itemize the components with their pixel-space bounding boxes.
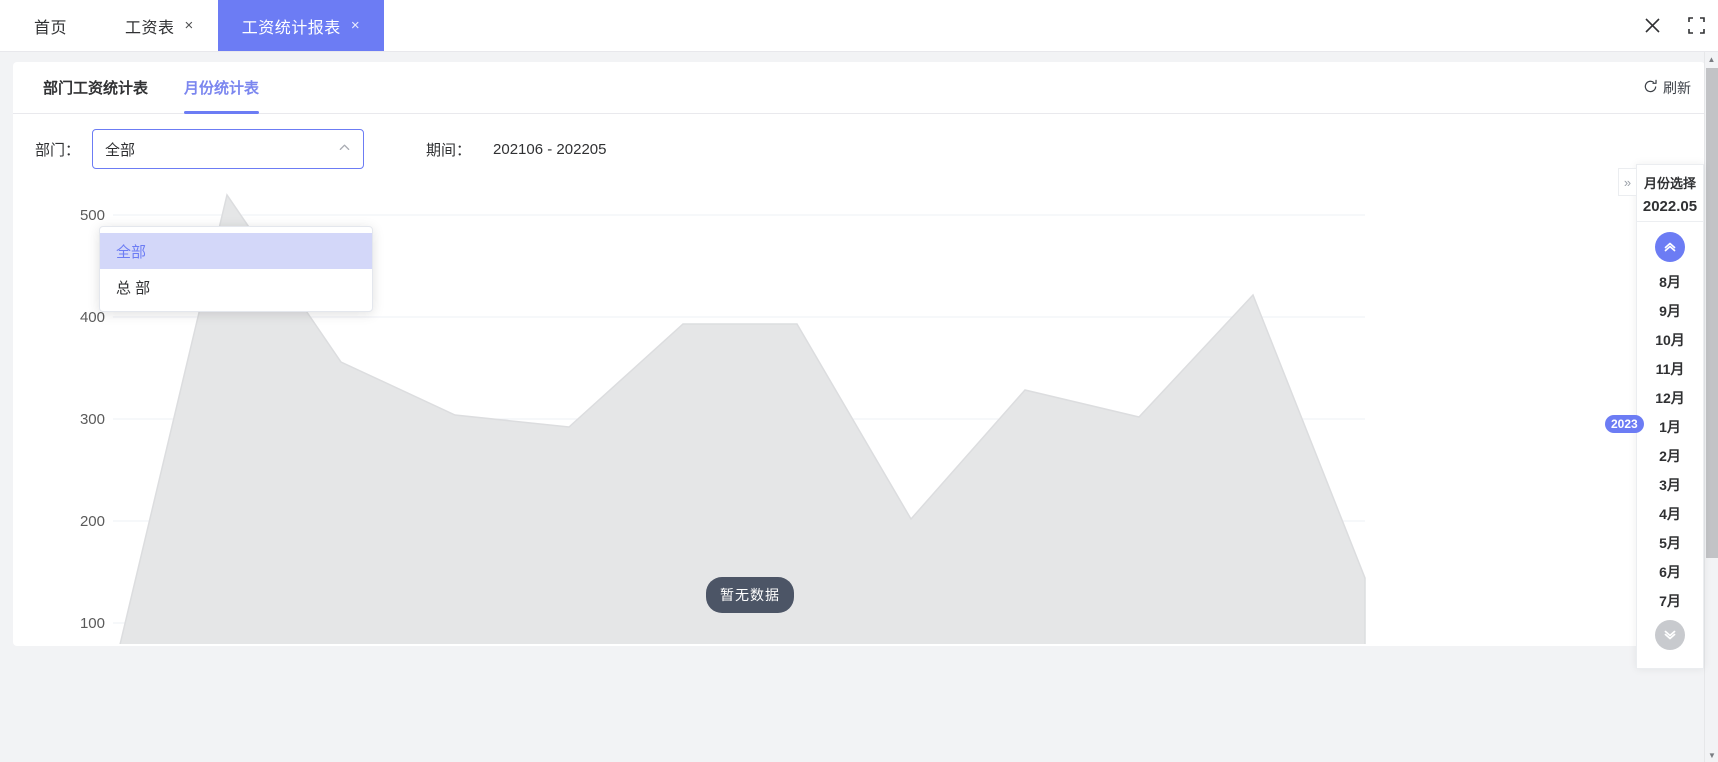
tab-salary-report[interactable]: 工资统计报表 × bbox=[217, 0, 385, 51]
month-item-5[interactable]: 5月 bbox=[1637, 529, 1703, 558]
month-item-2[interactable]: 2月 bbox=[1637, 442, 1703, 471]
tab-month-stats-label: 月份统计表 bbox=[184, 80, 260, 97]
tab-home[interactable]: 首页 bbox=[0, 0, 101, 51]
refresh-button[interactable]: 刷新 bbox=[1643, 78, 1691, 98]
month-item-label: 2月 bbox=[1659, 448, 1681, 464]
tab-month-stats[interactable]: 月份统计表 bbox=[166, 62, 277, 114]
tab-salary-sheet-label: 工资表 bbox=[125, 19, 175, 37]
month-stats-chart: 0 100 200 300 400 500 202106 202107 2021… bbox=[13, 184, 1697, 644]
month-item-12[interactable]: 12月 bbox=[1637, 384, 1703, 413]
chart-area-series bbox=[119, 193, 1366, 644]
refresh-icon bbox=[1643, 79, 1658, 97]
window-tab-bar: 首页 工资表 × 工资统计报表 × bbox=[0, 0, 1718, 52]
dropdown-option-hq-label: 总 部 bbox=[116, 279, 151, 297]
dept-dropdown: 全部 总 部 bbox=[99, 226, 373, 312]
report-subtabs: 部门工资统计表 月份统计表 刷新 bbox=[13, 62, 1705, 114]
chart-svg: 0 100 200 300 400 500 202106 202107 2021… bbox=[80, 193, 1366, 644]
dropdown-option-hq[interactable]: 总 部 bbox=[100, 269, 372, 305]
chevron-double-up-icon[interactable] bbox=[1655, 232, 1685, 262]
chevron-double-right-icon: » bbox=[1623, 174, 1632, 190]
y-tick-label: 500 bbox=[80, 207, 105, 224]
tab-home-label: 首页 bbox=[34, 19, 68, 37]
month-item-8[interactable]: 8月 bbox=[1637, 268, 1703, 297]
month-item-10[interactable]: 10月 bbox=[1637, 326, 1703, 355]
tab-close-icon[interactable]: × bbox=[350, 17, 361, 34]
filter-row: 部门： 全部 期间： 202106 - 202205 bbox=[13, 114, 1705, 184]
month-item-6[interactable]: 6月 bbox=[1637, 558, 1703, 587]
month-selector-panel: 月份选择 2022.05 8月 9月 10月 11月 12月 2023 1月 2… bbox=[1605, 164, 1704, 669]
month-item-7[interactable]: 7月 bbox=[1637, 587, 1703, 616]
dept-select[interactable]: 全部 bbox=[92, 129, 365, 169]
chart-y-ticks: 0 100 200 300 400 500 bbox=[80, 207, 105, 632]
y-tick-label: 100 bbox=[80, 615, 105, 632]
dept-select-value: 全部 bbox=[105, 141, 136, 159]
month-item-1[interactable]: 2023 1月 bbox=[1605, 413, 1703, 442]
y-tick-label: 200 bbox=[80, 513, 105, 530]
month-panel-collapse-handle[interactable]: » bbox=[1618, 168, 1636, 196]
month-item-label: 1月 bbox=[1659, 419, 1681, 435]
dept-label: 部门： bbox=[35, 141, 81, 159]
month-item-label: 11月 bbox=[1655, 361, 1685, 377]
month-item-label: 4月 bbox=[1659, 506, 1681, 522]
month-panel-title: 月份选择 bbox=[1643, 176, 1696, 191]
tab-dept-salary-stats[interactable]: 部门工资统计表 bbox=[25, 62, 166, 113]
tab-dept-salary-stats-label: 部门工资统计表 bbox=[43, 80, 149, 97]
report-card: 部门工资统计表 月份统计表 刷新 部门： 全部 bbox=[13, 62, 1705, 646]
period-display: 期间： 202106 - 202205 bbox=[426, 139, 606, 160]
page-scrollbar[interactable]: ▲ ▼ bbox=[1704, 52, 1718, 762]
refresh-label: 刷新 bbox=[1663, 79, 1691, 96]
month-panel-header: 月份选择 2022.05 bbox=[1637, 165, 1703, 222]
tabbar-spacer bbox=[384, 0, 1630, 51]
month-item-label: 10月 bbox=[1655, 332, 1685, 348]
y-tick-label: 400 bbox=[80, 309, 105, 326]
scrollbar-thumb[interactable] bbox=[1706, 68, 1718, 558]
fullscreen-icon[interactable] bbox=[1674, 0, 1718, 51]
month-item-label: 6月 bbox=[1659, 564, 1681, 580]
tab-salary-sheet[interactable]: 工资表 × bbox=[101, 0, 218, 51]
y-tick-label: 300 bbox=[80, 411, 105, 428]
no-data-badge: 暂无数据 bbox=[706, 577, 794, 613]
month-item-11[interactable]: 11月 bbox=[1637, 355, 1703, 384]
tab-salary-report-label: 工资统计报表 bbox=[241, 19, 341, 37]
tab-close-icon[interactable]: × bbox=[184, 17, 194, 34]
dropdown-option-all-label: 全部 bbox=[116, 243, 147, 261]
month-item-4[interactable]: 4月 bbox=[1637, 500, 1703, 529]
month-item-label: 8月 bbox=[1659, 274, 1681, 290]
page-body: 部门工资统计表 月份统计表 刷新 部门： 全部 bbox=[0, 52, 1718, 762]
month-item-label: 9月 bbox=[1659, 303, 1681, 319]
month-item-3[interactable]: 3月 bbox=[1637, 471, 1703, 500]
month-item-label: 12月 bbox=[1655, 390, 1685, 406]
month-panel-current-value: 2022.05 bbox=[1642, 198, 1698, 215]
month-panel-list: 8月 9月 10月 11月 12月 2023 1月 2月 3月 4月 5月 6月… bbox=[1605, 222, 1703, 656]
month-item-label: 5月 bbox=[1659, 535, 1681, 551]
chevron-up-icon[interactable] bbox=[338, 141, 351, 158]
month-item-label: 3月 bbox=[1659, 477, 1681, 493]
period-label: 期间： bbox=[426, 141, 472, 159]
close-icon[interactable] bbox=[1630, 0, 1674, 51]
period-value: 202106 - 202205 bbox=[493, 140, 607, 158]
year-badge: 2023 bbox=[1605, 415, 1644, 433]
dropdown-option-all[interactable]: 全部 bbox=[100, 233, 372, 269]
chevron-double-down-icon[interactable] bbox=[1655, 620, 1685, 650]
month-item-9[interactable]: 9月 bbox=[1637, 297, 1703, 326]
scrollbar-down-arrow[interactable]: ▼ bbox=[1708, 750, 1716, 760]
scrollbar-up-arrow[interactable]: ▲ bbox=[1707, 54, 1716, 64]
month-item-label: 7月 bbox=[1659, 593, 1681, 609]
